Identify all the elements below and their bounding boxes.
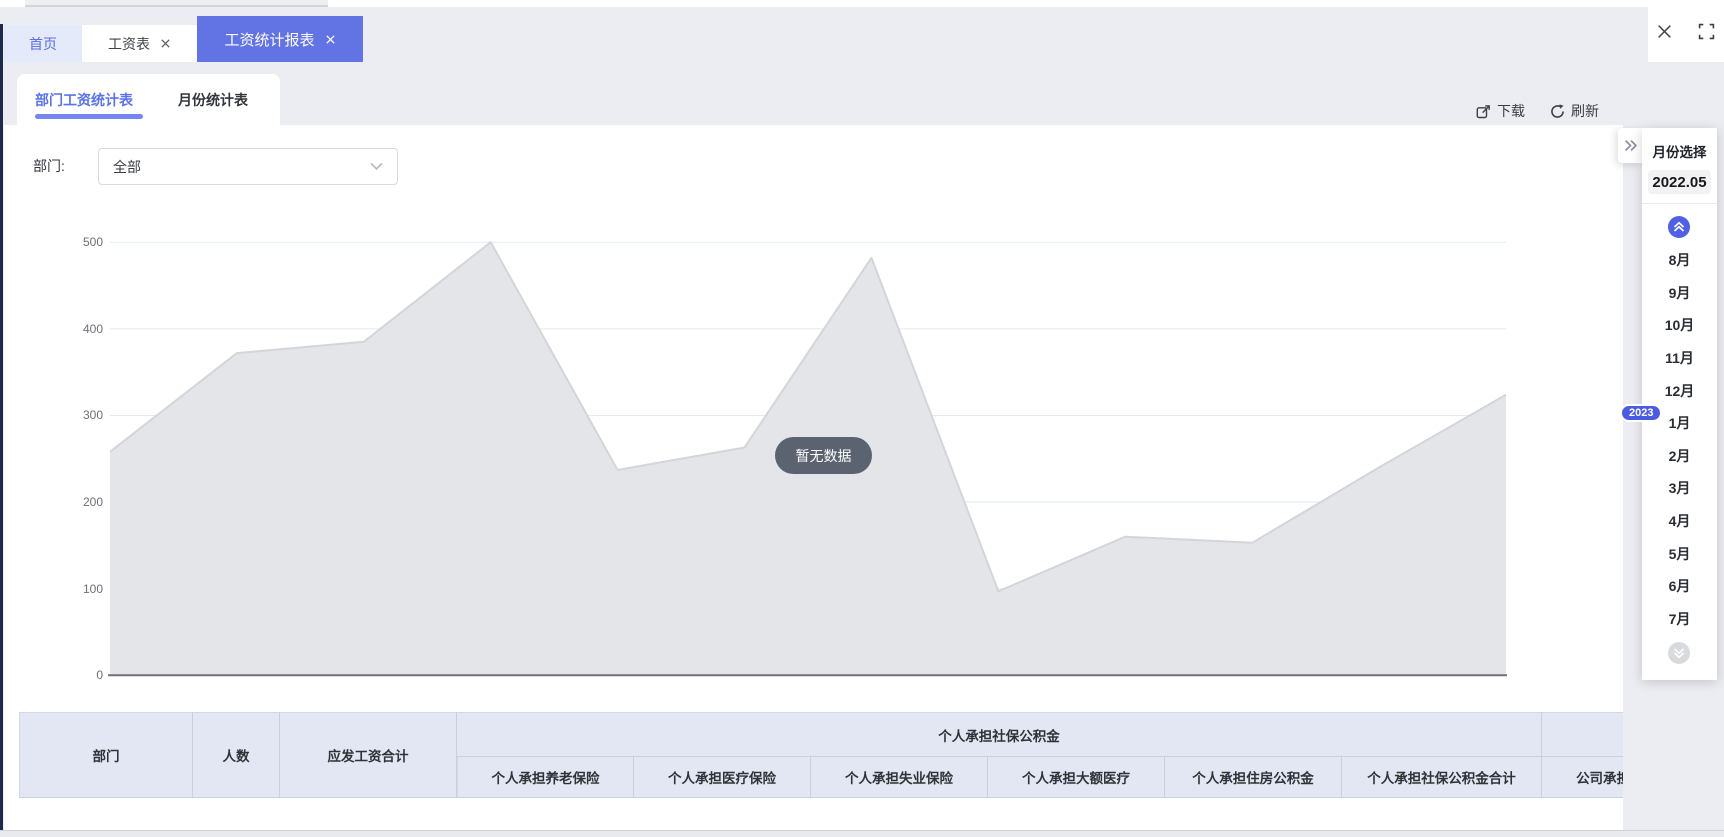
double-chevron-right-icon [1624, 140, 1637, 151]
active-tab-underline [35, 114, 143, 119]
bottom-edge-strip [0, 830, 1724, 837]
panel-collapse-button[interactable] [1618, 128, 1642, 163]
y-axis-label: 100 [82, 581, 103, 596]
salary-area-chart: 0 100 200 300 400 500 暂无数据 [4, 125, 1623, 725]
refresh-icon [1551, 103, 1564, 118]
month-panel-title: 月份选择 [1652, 145, 1707, 160]
table-header-group: 个人承担社保公积金 [457, 712, 1543, 757]
y-axis-label: 0 [96, 668, 103, 683]
close-icon[interactable] [160, 38, 171, 49]
double-chevron-down-icon [1673, 648, 1685, 659]
tab-salary-label: 工资表 [108, 35, 150, 52]
subtab-month-label: 月份统计表 [178, 91, 248, 108]
toolbar-row: 部门工资统计表 月份统计表 下载 刷新 [0, 62, 1724, 125]
table-empty-body-row [19, 798, 1623, 831]
close-icon[interactable] [325, 34, 336, 45]
year-badge: 2023 [1620, 404, 1663, 422]
tab-home-label: 首页 [29, 35, 57, 52]
fullscreen-icon[interactable] [1696, 21, 1716, 41]
month-item[interactable]: 10月 [1664, 317, 1695, 334]
window-controls [1648, 0, 1724, 62]
table-header-row-groups: 部门 人数 应发工资合计 个人承担社保公积金 [19, 712, 1623, 798]
department-select[interactable]: 全部 [98, 148, 398, 185]
tab-report-label: 工资统计报表 [224, 31, 315, 49]
table-header-column: 个人承担失业保险 [811, 757, 988, 798]
tab-salary-sheet[interactable]: 工资表 [82, 25, 197, 62]
month-item[interactable]: 1月 [1668, 415, 1691, 432]
table-header-row-columns: 个人承担养老保险 个人承担医疗保险 个人承担失业保险 个人承担大额医疗 个人承担住房公积… [19, 757, 1623, 798]
refresh-label: 刷新 [1571, 103, 1599, 119]
top-edge-strip [0, 0, 1724, 7]
report-content-card: 部门: 全部 0 100 200 300 400 500 暂无数据 部门 人数 应发工资合计个… [4, 125, 1623, 831]
month-item[interactable]: 6月 [1668, 578, 1691, 595]
table-header-group: 部门 [19, 712, 193, 798]
report-subtabs: 部门工资统计表 月份统计表 [17, 74, 280, 125]
refresh-button[interactable]: 刷新 [1550, 101, 1599, 121]
month-item[interactable]: 11月 [1665, 350, 1694, 367]
y-axis-label: 500 [82, 235, 103, 250]
y-axis-label: 300 [82, 408, 103, 423]
department-filter-label: 部门: [33, 158, 65, 174]
stats-table: 部门 人数 应发工资合计 个人承担社保公积金 个人承担养老保险 个人承担医疗保险 个人承担… [19, 712, 1623, 831]
tab-salary-report[interactable]: 工资统计报表 [197, 16, 363, 62]
month-item[interactable]: 12月 [1664, 382, 1695, 399]
table-header-column: 个人承担住房公积金 [1165, 757, 1342, 798]
scroll-up-button[interactable] [1668, 216, 1690, 238]
selected-month-value: 2022.05 [1648, 170, 1711, 194]
browser-tab-remnant [25, 0, 328, 7]
tab-monthly-stats[interactable]: 月份统计表 [178, 74, 248, 125]
subtab-dept-label: 部门工资统计表 [35, 91, 133, 108]
month-item[interactable]: 2月 [1668, 447, 1691, 464]
month-item[interactable]: 3月 [1668, 480, 1691, 497]
no-data-overlay: 暂无数据 [775, 437, 872, 474]
table-header-group: 人数 [193, 712, 280, 798]
table-header-column: 个人承担社保公积金合计 [1342, 757, 1543, 798]
y-axis-label: 400 [82, 321, 103, 336]
table-header-group [1542, 712, 1623, 757]
chevron-down-icon [370, 162, 383, 171]
main-tab-bar: 首页 工资表 工资统计报表 [0, 7, 1724, 62]
department-stats-table: 部门 人数 应发工资合计 个人承担社保公积金 个人承担养老保险 个人承担医疗保险 个人承担… [19, 712, 1623, 831]
left-edge-strip [0, 24, 3, 830]
month-item[interactable]: 5月 [1668, 545, 1691, 562]
table-header-column: 个人承担医疗保险 [634, 757, 811, 798]
download-icon [1476, 104, 1490, 118]
tab-home[interactable]: 首页 [4, 25, 82, 62]
y-axis-label: 200 [82, 495, 103, 510]
download-label: 下载 [1497, 103, 1525, 119]
download-button[interactable]: 下载 [1476, 101, 1525, 121]
month-item[interactable]: 7月 [1668, 610, 1691, 627]
close-icon[interactable] [1654, 21, 1674, 41]
month-item[interactable]: 9月 [1668, 284, 1691, 301]
table-header-column: 公司承担养老保险 [1542, 757, 1623, 798]
divider [1642, 203, 1717, 204]
month-list: 8月 9月 10月 11月 12月 1月 2月 3月 4月 5月 6月 7月 [1642, 244, 1717, 635]
tab-department-salary-stats[interactable]: 部门工资统计表 [35, 74, 133, 125]
department-select-value: 全部 [113, 158, 141, 175]
double-chevron-up-icon [1673, 221, 1685, 232]
table-header-column: 个人承担养老保险 [457, 757, 634, 798]
table-header-column: 个人承担大额医疗 [988, 757, 1165, 798]
month-item[interactable]: 4月 [1668, 513, 1691, 530]
area-series-line [109, 241, 1507, 593]
chart-canvas [108, 241, 1507, 677]
month-item[interactable]: 8月 [1668, 252, 1691, 269]
scroll-down-button[interactable] [1668, 642, 1690, 664]
table-header-group: 应发工资合计 [280, 712, 457, 798]
